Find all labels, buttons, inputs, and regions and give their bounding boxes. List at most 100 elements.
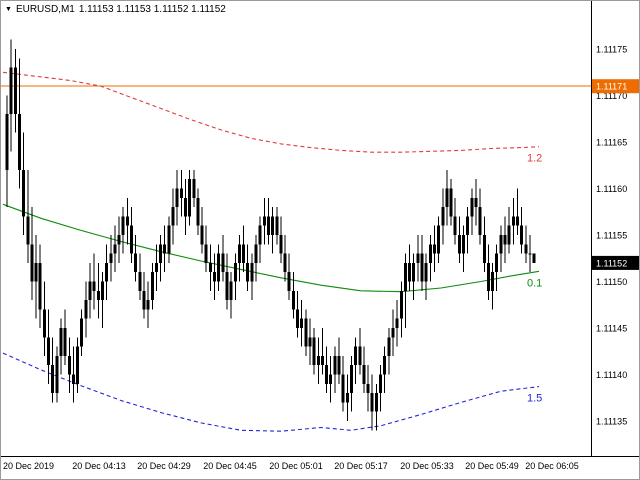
candle (470, 188, 474, 235)
candle (325, 346, 329, 394)
candle (329, 355, 333, 403)
candle (449, 179, 453, 226)
candle (491, 262, 495, 310)
candle (383, 346, 387, 394)
candle (482, 216, 486, 273)
candle (55, 346, 59, 403)
candle (213, 253, 216, 301)
candle (412, 253, 416, 301)
candle (71, 346, 75, 403)
upper-band-label: 1.2 (527, 153, 542, 165)
candle (366, 365, 370, 412)
candle (362, 346, 366, 394)
candle (486, 244, 490, 301)
symbol-timeframe-label: EURUSD,M1 (15, 4, 75, 15)
candle (159, 235, 163, 282)
candle (26, 169, 30, 263)
candle (217, 244, 221, 291)
candle (121, 207, 125, 254)
candle (84, 281, 88, 338)
candle (242, 225, 246, 273)
candle (432, 225, 436, 273)
candle (109, 235, 113, 282)
x-axis-label: 20 Dec 06:05 (525, 461, 579, 471)
candle (208, 244, 212, 291)
candle (441, 188, 445, 245)
candle (349, 355, 353, 412)
x-axis-label: 20 Dec 05:49 (465, 461, 519, 471)
x-axis-label: 20 Dec 04:45 (203, 461, 257, 471)
candle (320, 328, 324, 375)
y-axis-label: 1.11140 (596, 370, 627, 380)
candle (125, 197, 129, 245)
candle (183, 179, 187, 235)
candle (76, 337, 80, 394)
candle (105, 244, 109, 301)
candle (113, 225, 117, 273)
upper-band-line[interactable] (2, 71, 540, 153)
candle (51, 337, 55, 403)
candle (229, 272, 233, 319)
y-axis-label: 1.11170 (596, 91, 627, 101)
candle (462, 225, 465, 273)
candle (507, 207, 511, 254)
candle (192, 169, 196, 208)
candle (67, 337, 71, 394)
candle (403, 253, 407, 328)
candle (391, 309, 395, 356)
ohlc-values: 1.11153 1.11153 1.11152 1.11152 (78, 4, 226, 15)
candle (416, 235, 420, 282)
moving-average-line[interactable] (2, 203, 540, 293)
candle (13, 49, 17, 133)
candle (100, 272, 104, 328)
candle (296, 290, 299, 338)
candle (5, 95, 9, 208)
x-axis-label: 20 Dec 05:17 (334, 461, 388, 471)
y-axis-label: 1.11145 (596, 324, 627, 334)
symbol-dropdown-icon: ▼ (5, 6, 12, 13)
candle (221, 235, 225, 282)
current-price-badge (592, 255, 639, 270)
x-axis-label: 20 Dec 2019 (3, 461, 54, 471)
candle (341, 355, 345, 412)
candle (163, 225, 167, 273)
candle (457, 216, 461, 263)
candle (237, 235, 241, 282)
candle (138, 253, 142, 301)
y-axis-label: 1.11135 (596, 417, 627, 427)
candle (271, 207, 275, 254)
x-axis-label: 20 Dec 05:01 (269, 461, 323, 471)
candle (420, 235, 424, 291)
candle (130, 207, 133, 263)
y-axis-label: 1.11175 (596, 45, 627, 55)
candle (196, 188, 200, 235)
candle (395, 300, 399, 347)
y-axis-label: 1.11165 (596, 138, 627, 148)
candle (511, 197, 515, 245)
candle (291, 272, 295, 319)
candle (524, 225, 528, 263)
alert-price-badge-text: 1.11171 (596, 82, 627, 92)
candle (246, 244, 250, 291)
candle (312, 328, 316, 375)
candle (92, 253, 96, 310)
candle (9, 39, 13, 152)
candle (117, 216, 121, 263)
candle (428, 235, 432, 282)
x-axis-label: 20 Dec 05:33 (400, 461, 454, 471)
y-axis-label: 1.11150 (596, 277, 627, 287)
candle (262, 197, 266, 245)
candle (374, 383, 378, 431)
candle (300, 300, 304, 347)
lower-band-line[interactable] (2, 352, 540, 432)
candle (345, 374, 349, 421)
x-axis-label: 20 Dec 04:29 (137, 461, 191, 471)
candle (150, 262, 154, 310)
candle (179, 169, 183, 217)
candle (254, 235, 258, 282)
candle (167, 216, 171, 263)
candles-layer (5, 39, 536, 431)
chart-title-bar: ▼ EURUSD,M1 1.11153 1.11153 1.11152 1.11… (5, 4, 226, 15)
